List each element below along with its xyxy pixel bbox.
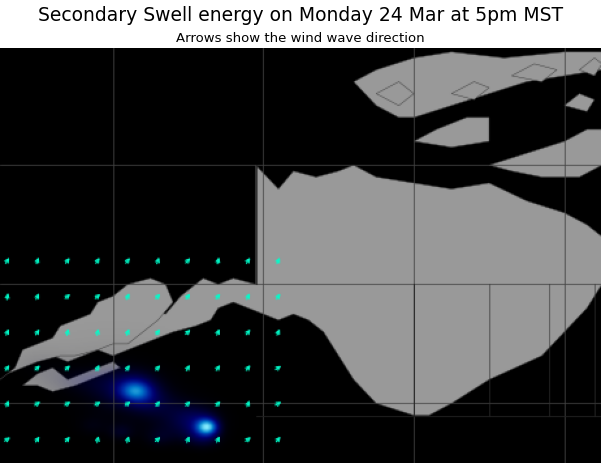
Text: Secondary Swell energy on Monday 24 Mar at 5pm MST: Secondary Swell energy on Monday 24 Mar … — [38, 6, 563, 25]
Text: Arrows show the wind wave direction: Arrows show the wind wave direction — [176, 31, 425, 44]
